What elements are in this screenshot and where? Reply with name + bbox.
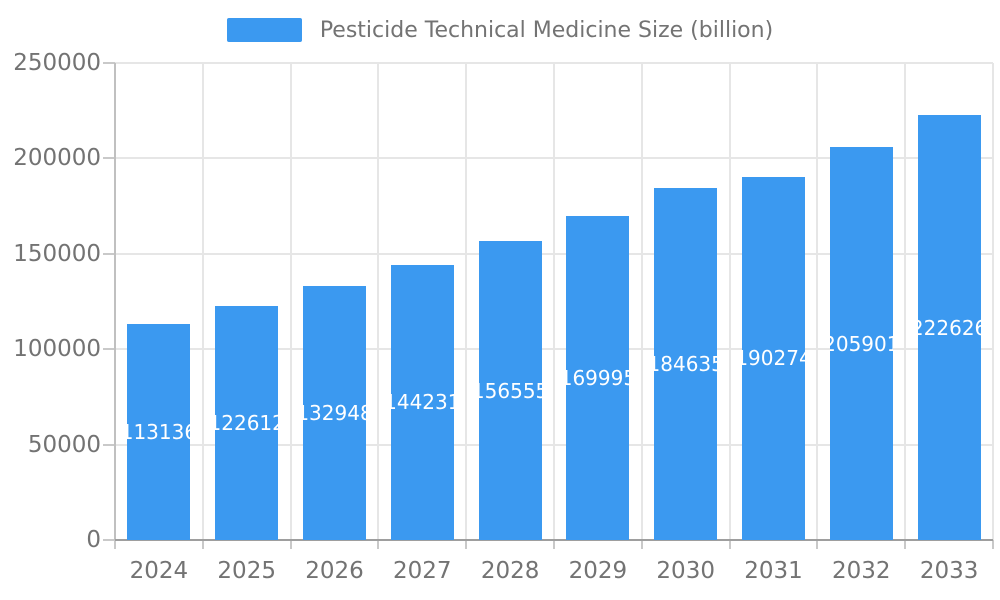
- bar-2027[interactable]: 144231: [390, 264, 454, 540]
- x-gridline: [289, 63, 292, 540]
- y-axis-tick: [103, 62, 115, 64]
- x-axis-tick: [816, 540, 819, 549]
- bar-value-label: 113136: [127, 420, 190, 445]
- x-gridline: [728, 63, 731, 540]
- x-gridline: [553, 63, 555, 540]
- y-axis-label: 50000: [27, 431, 101, 458]
- y-axis-tick: [103, 252, 115, 255]
- bar-2033[interactable]: 222626: [917, 115, 981, 540]
- bar-2026[interactable]: 132948: [303, 286, 366, 540]
- bar-value-label: 122612: [215, 411, 278, 436]
- x-axis-tick: [289, 540, 292, 549]
- y-axis-line: [114, 63, 116, 540]
- bar-value-label: 169995: [566, 365, 629, 390]
- bar-2028[interactable]: 156555: [478, 241, 542, 540]
- x-axis-tick: [201, 540, 204, 549]
- y-axis-tick: [103, 539, 115, 541]
- legend-swatch: [226, 18, 302, 42]
- bar-2024[interactable]: 113136: [127, 324, 191, 540]
- x-axis-tick: [114, 540, 116, 549]
- x-axis-label: 2030: [656, 558, 715, 584]
- x-axis-label: 2033: [919, 558, 979, 584]
- x-axis-tick: [465, 540, 468, 549]
- bar-value-label: 184635: [654, 351, 717, 376]
- y-axis-label: 250000: [13, 50, 101, 76]
- x-axis-tick: [728, 540, 731, 549]
- bar-2031[interactable]: 190274: [742, 176, 805, 540]
- x-axis-tick: [377, 540, 380, 549]
- x-gridline: [992, 63, 994, 540]
- bar-value-label: 205901: [830, 331, 893, 356]
- x-axis-label: 2031: [744, 558, 803, 584]
- x-gridline: [465, 63, 468, 540]
- x-axis-tick: [992, 540, 994, 549]
- x-gridline: [640, 63, 643, 540]
- y-axis-tick: [103, 443, 115, 446]
- x-axis-tick: [553, 540, 555, 549]
- bar-2025[interactable]: 122612: [215, 306, 279, 540]
- y-axis-tick: [103, 157, 115, 160]
- bar-2032[interactable]: 205901: [829, 147, 893, 540]
- y-axis-label: 0: [86, 527, 101, 553]
- y-axis-label: 200000: [13, 145, 101, 172]
- x-axis-tick: [640, 540, 643, 549]
- bar-2029[interactable]: 169995: [566, 215, 630, 540]
- x-gridline: [201, 63, 204, 540]
- x-axis-tick: [904, 540, 907, 549]
- bar-value-label: 132948: [303, 401, 366, 426]
- y-axis-label: 100000: [13, 336, 101, 363]
- x-axis-label: 2027: [393, 558, 452, 584]
- bar-value-label: 144231: [391, 390, 454, 415]
- x-axis-line: [115, 539, 993, 541]
- x-gridline: [904, 63, 907, 540]
- y-axis-label: 150000: [13, 240, 101, 267]
- x-axis-label: 2025: [217, 558, 276, 584]
- x-gridline: [377, 63, 380, 540]
- x-axis-label: 2029: [568, 558, 628, 584]
- x-axis-label: 2032: [832, 558, 891, 584]
- bar-value-label: 156555: [479, 378, 542, 403]
- bar-value-label: 222626: [918, 315, 981, 340]
- y-axis-tick: [103, 348, 115, 351]
- legend-label: Pesticide Technical Medicine Size (billi…: [319, 17, 774, 43]
- bar-2030[interactable]: 184635: [654, 187, 718, 540]
- x-axis-label: 2024: [129, 558, 189, 584]
- x-axis-label: 2026: [305, 558, 364, 584]
- x-axis-label: 2028: [480, 558, 540, 584]
- legend[interactable]: Pesticide Technical Medicine Size (billi…: [0, 12, 1000, 48]
- x-gridline: [816, 63, 819, 540]
- bar-value-label: 190274: [742, 346, 805, 371]
